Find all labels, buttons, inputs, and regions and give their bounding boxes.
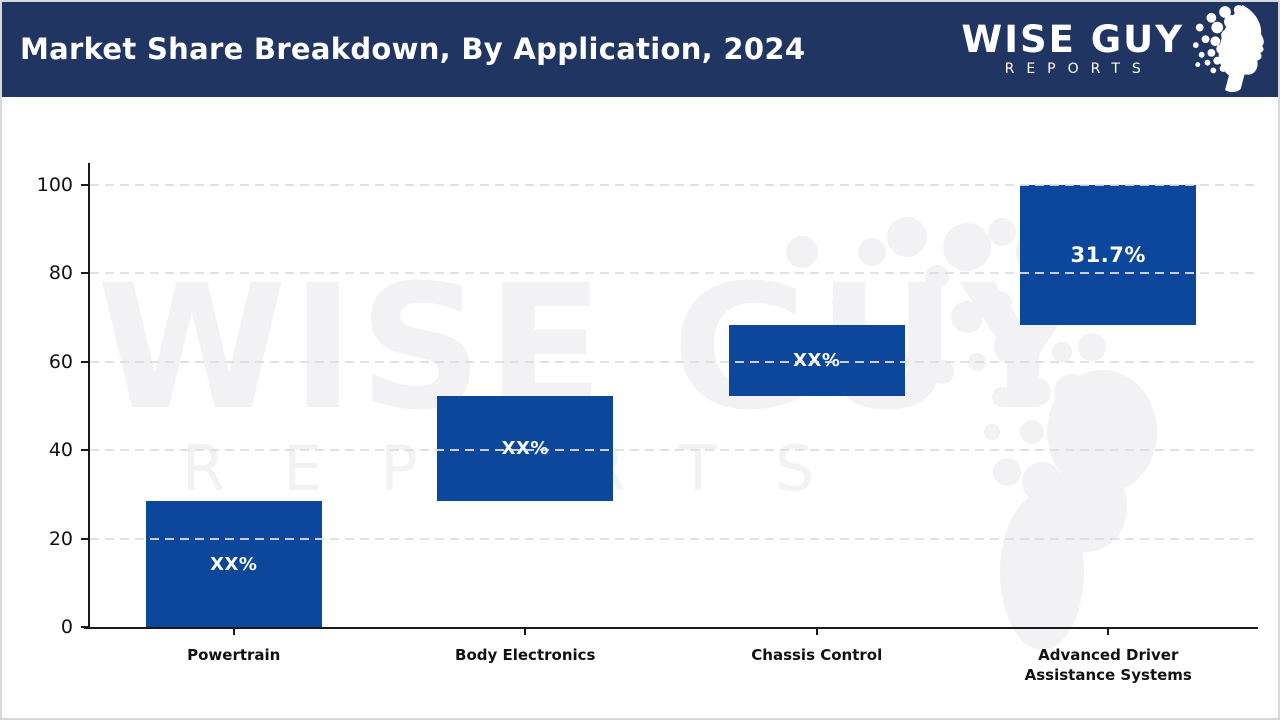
x-tick-mark <box>232 627 235 635</box>
y-tick-label: 60 <box>48 350 73 373</box>
logo-text: WISE GUY REPORTS <box>961 17 1184 78</box>
logo-wordmark: WISE GUY <box>961 17 1184 61</box>
bar-segment: XX% <box>728 325 905 396</box>
y-tick-mark <box>81 537 88 540</box>
y-gridline <box>90 537 1256 540</box>
x-tick-mark <box>815 627 818 635</box>
y-tick-label: 40 <box>48 439 73 462</box>
y-tick-mark <box>81 360 88 363</box>
logo-face-icon <box>1192 4 1264 92</box>
y-gridline <box>90 360 1256 363</box>
chart-area: WISE GUY REPORTS <box>2 97 1278 718</box>
y-gridline <box>90 184 1256 186</box>
y-tick-mark <box>81 184 88 186</box>
bar-value-label: XX% <box>793 349 841 371</box>
x-tick-mark <box>1107 627 1110 635</box>
wiseguy-logo: WISE GUY REPORTS <box>961 4 1266 93</box>
bar-value-label: 31.7% <box>1070 243 1146 268</box>
plot-area: 0 20 40 60 80 100 XX% Powertrain XX% Body Electro… <box>37 163 1258 684</box>
bar-segment: XX% <box>437 395 614 502</box>
bar-segment: XX% <box>145 501 322 627</box>
y-tick-mark <box>81 626 88 628</box>
y-tick-label: 0 <box>60 616 73 638</box>
y-tick-mark <box>81 449 88 452</box>
bar-value-label: XX% <box>210 553 258 575</box>
x-axis-line <box>84 627 1258 629</box>
header: Market Share Breakdown, By Application, … <box>2 2 1278 97</box>
bar-value-label: XX% <box>502 438 549 459</box>
bar-segment: 31.7% <box>1020 185 1197 326</box>
y-gridline <box>90 272 1256 275</box>
y-tick-label: 100 <box>36 174 73 196</box>
y-gridline <box>90 449 1256 452</box>
x-axis-category-label: Chassis Control <box>751 646 883 664</box>
x-axis-category-label: Powertrain <box>187 646 281 664</box>
y-axis-line <box>88 163 90 629</box>
chart-title: Market Share Breakdown, By Application, … <box>20 31 806 66</box>
logo-subtext: REPORTS <box>1004 60 1153 77</box>
y-tick-label: 80 <box>48 262 73 285</box>
x-axis-category-label: Advanced Driver Assistance Systems <box>1024 646 1192 684</box>
y-tick-mark <box>81 272 88 275</box>
x-tick-mark <box>524 627 527 635</box>
x-axis-category-label: Body Electronics <box>455 646 596 664</box>
y-tick-label: 20 <box>48 527 73 550</box>
